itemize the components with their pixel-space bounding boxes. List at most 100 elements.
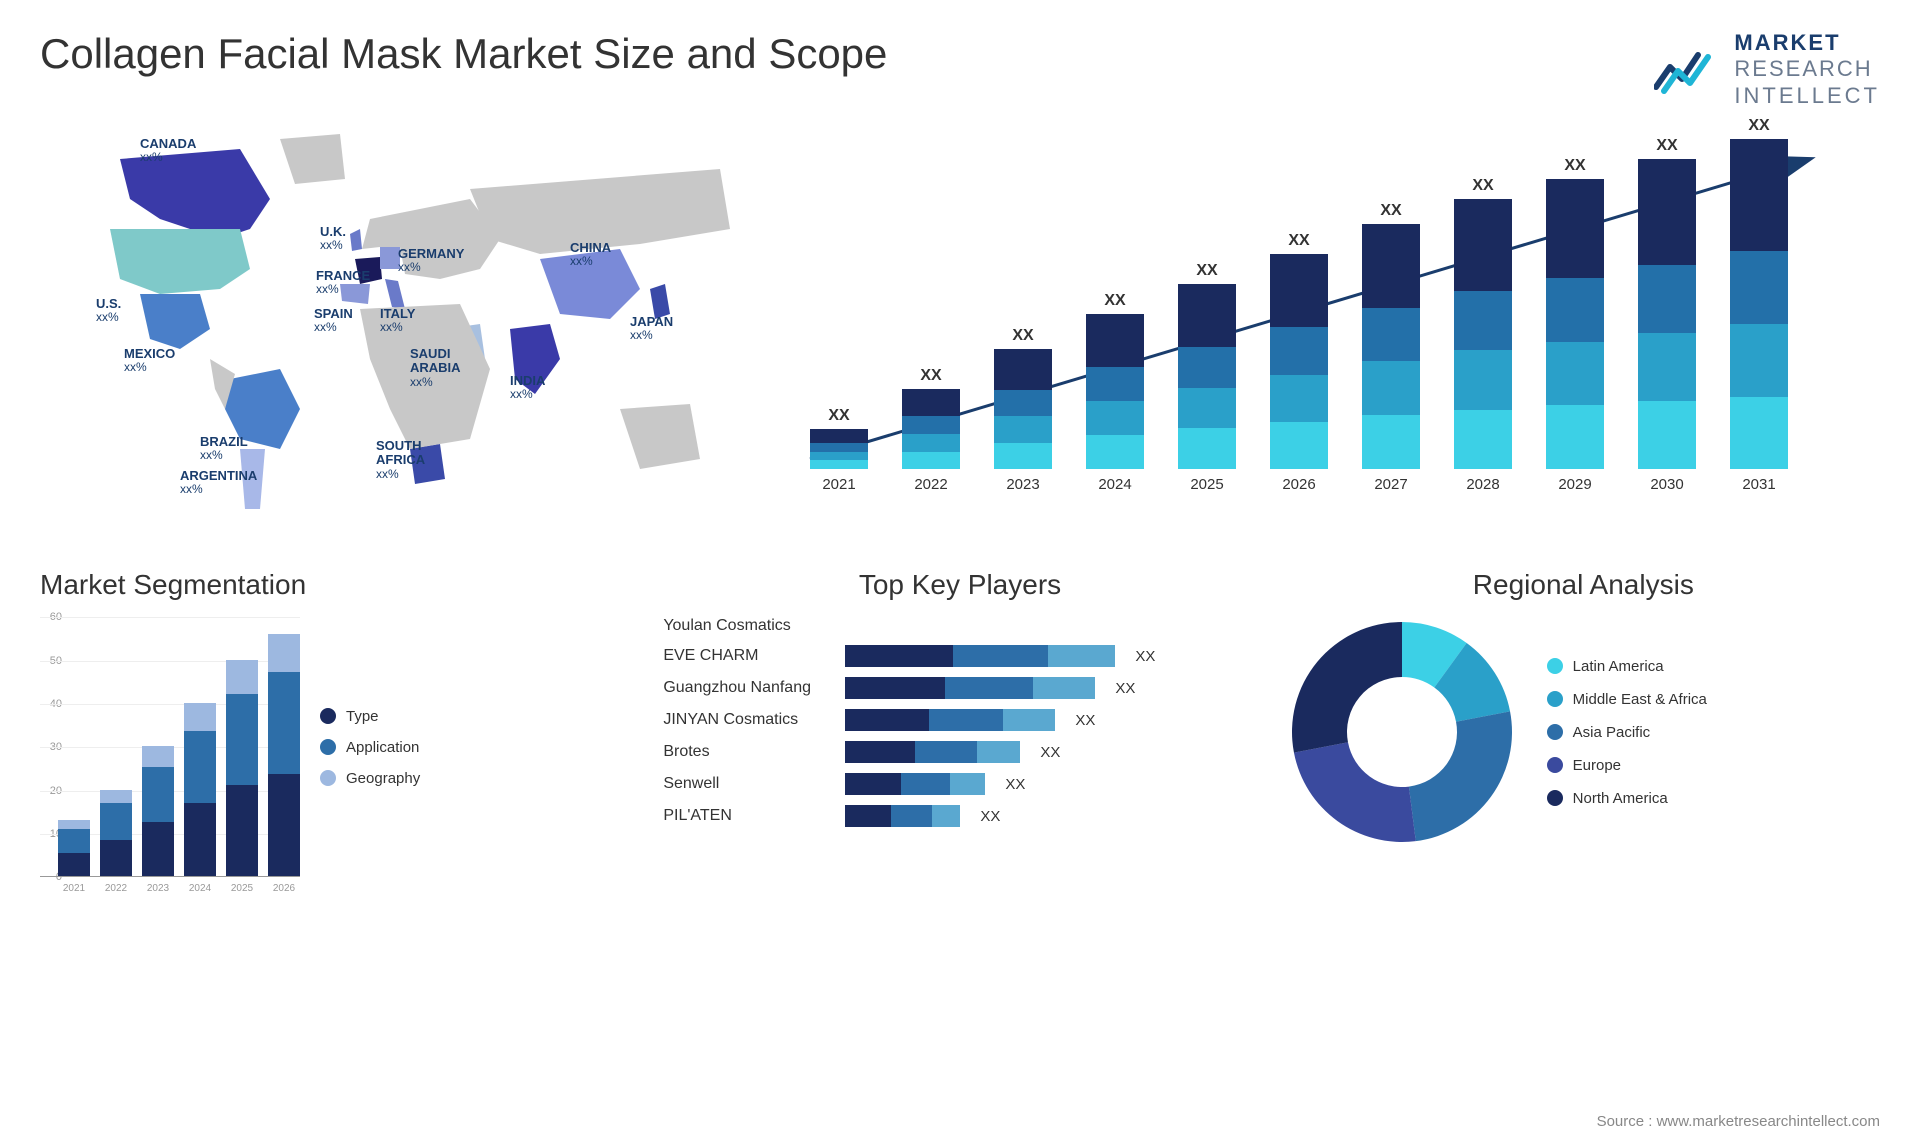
bar-value-label: XX: [1196, 262, 1217, 280]
player-row: PIL'ATENXX: [663, 805, 1256, 827]
bar-segment: [1178, 428, 1236, 469]
bar-segment: [1362, 308, 1420, 362]
bar-segment: [1086, 367, 1144, 401]
forecast-bar-chart: XX2021XX2022XX2023XX2024XX2025XX2026XX20…: [780, 129, 1880, 529]
bar-segment: [1178, 347, 1236, 388]
bar-year-label: 2028: [1454, 476, 1512, 493]
legend-dot: [320, 739, 336, 755]
donut-slice: [1292, 622, 1402, 753]
player-name: Brotes: [663, 743, 833, 761]
seg-bar-2024: 2024: [184, 703, 216, 876]
forecast-bar-2023: XX2023: [994, 327, 1052, 469]
map-label-brazil: BRAZILxx%: [200, 435, 248, 462]
player-row: JINYAN CosmaticsXX: [663, 709, 1256, 731]
legend-label: Europe: [1573, 757, 1621, 774]
map-label-spain: SPAINxx%: [314, 307, 353, 334]
regional-legend: Latin AmericaMiddle East & AfricaAsia Pa…: [1547, 658, 1707, 807]
bar-year-label: 2027: [1362, 476, 1420, 493]
map-label-japan: JAPANxx%: [630, 315, 673, 342]
country-greenland: [280, 134, 345, 184]
forecast-bar-2026: XX2026: [1270, 232, 1328, 469]
bar-segment: [994, 349, 1052, 390]
bar-segment: [1638, 265, 1696, 333]
player-value: XX: [1075, 712, 1095, 729]
player-row: Brotes XX: [663, 741, 1256, 763]
bar-year-label: 2025: [1178, 476, 1236, 493]
bar-segment: [1546, 179, 1604, 278]
bar-segment: [1086, 435, 1144, 469]
bar-segment: [902, 452, 960, 470]
player-bar: [845, 741, 1020, 763]
seg-legend-item: Geography: [320, 770, 420, 787]
regional-title: Regional Analysis: [1287, 569, 1880, 601]
bar-value-label: XX: [1656, 137, 1677, 155]
seg-x-label: 2021: [58, 883, 90, 894]
seg-bar-2022: 2022: [100, 790, 132, 877]
player-bar: [845, 805, 960, 827]
map-label-italy: ITALYxx%: [380, 307, 415, 334]
player-row: Guangzhou Nanfang XX: [663, 677, 1256, 699]
map-label-south-africa: SOUTHAFRICAxx%: [376, 439, 425, 481]
regional-donut: [1287, 617, 1517, 847]
bar-segment: [1730, 324, 1788, 397]
bar-value-label: XX: [1564, 157, 1585, 175]
bar-segment: [902, 416, 960, 434]
bar-segment: [1546, 405, 1604, 469]
player-name: Senwell: [663, 775, 833, 793]
bar-value-label: XX: [828, 407, 849, 425]
seg-bar-2025: 2025: [226, 660, 258, 877]
bar-year-label: 2030: [1638, 476, 1696, 493]
bar-segment: [1638, 333, 1696, 401]
bar-segment: [994, 390, 1052, 416]
legend-label: Geography: [346, 770, 420, 787]
seg-x-label: 2023: [142, 883, 174, 894]
bar-segment: [1546, 342, 1604, 406]
legend-dot: [1547, 790, 1563, 806]
forecast-bar-2027: XX2027: [1362, 202, 1420, 469]
legend-dot: [1547, 691, 1563, 707]
seg-x-label: 2026: [268, 883, 300, 894]
seg-x-label: 2022: [100, 883, 132, 894]
bar-segment: [1362, 224, 1420, 307]
legend-dot: [320, 770, 336, 786]
player-value: XX: [1040, 744, 1060, 761]
legend-dot: [1547, 757, 1563, 773]
bar-segment: [1178, 284, 1236, 347]
player-bar: [845, 773, 985, 795]
country-italy: [385, 279, 405, 309]
regional-panel: Regional Analysis Latin AmericaMiddle Ea…: [1287, 569, 1880, 877]
map-label-argentina: ARGENTINAxx%: [180, 469, 257, 496]
forecast-bar-2022: XX2022: [902, 367, 960, 469]
bar-year-label: 2026: [1270, 476, 1328, 493]
bar-segment: [1270, 327, 1328, 374]
player-name: Guangzhou Nanfang: [663, 679, 833, 697]
country-uk: [350, 229, 362, 251]
forecast-bar-2028: XX2028: [1454, 177, 1512, 469]
bar-segment: [1362, 415, 1420, 469]
bar-segment: [1178, 388, 1236, 429]
bar-segment: [810, 429, 868, 443]
bar-value-label: XX: [1748, 117, 1769, 135]
legend-dot: [1547, 724, 1563, 740]
legend-dot: [320, 708, 336, 724]
bar-value-label: XX: [1380, 202, 1401, 220]
map-label-china: CHINAxx%: [570, 241, 611, 268]
legend-label: Asia Pacific: [1573, 724, 1651, 741]
forecast-bar-2031: XX2031: [1730, 117, 1788, 469]
segmentation-title: Market Segmentation: [40, 569, 633, 601]
map-label-canada: CANADAxx%: [140, 137, 196, 164]
players-panel: Top Key Players Youlan CosmaticsEVE CHAR…: [663, 569, 1256, 877]
page-title: Collagen Facial Mask Market Size and Sco…: [40, 30, 887, 78]
legend-label: Type: [346, 708, 379, 725]
world-map: CANADAxx%U.S.xx%MEXICOxx%BRAZILxx%ARGENT…: [40, 129, 740, 529]
seg-bar-2023: 2023: [142, 746, 174, 876]
map-label-germany: GERMANYxx%: [398, 247, 464, 274]
bar-segment: [1362, 361, 1420, 415]
player-value: XX: [1005, 776, 1025, 793]
source-text: Source : www.marketresearchintellect.com: [1597, 1113, 1880, 1130]
player-name: Youlan Cosmatics: [663, 617, 1256, 635]
bar-segment: [1638, 401, 1696, 469]
player-value: XX: [1115, 680, 1135, 697]
donut-slice: [1409, 712, 1512, 842]
player-name: PIL'ATEN: [663, 807, 833, 825]
